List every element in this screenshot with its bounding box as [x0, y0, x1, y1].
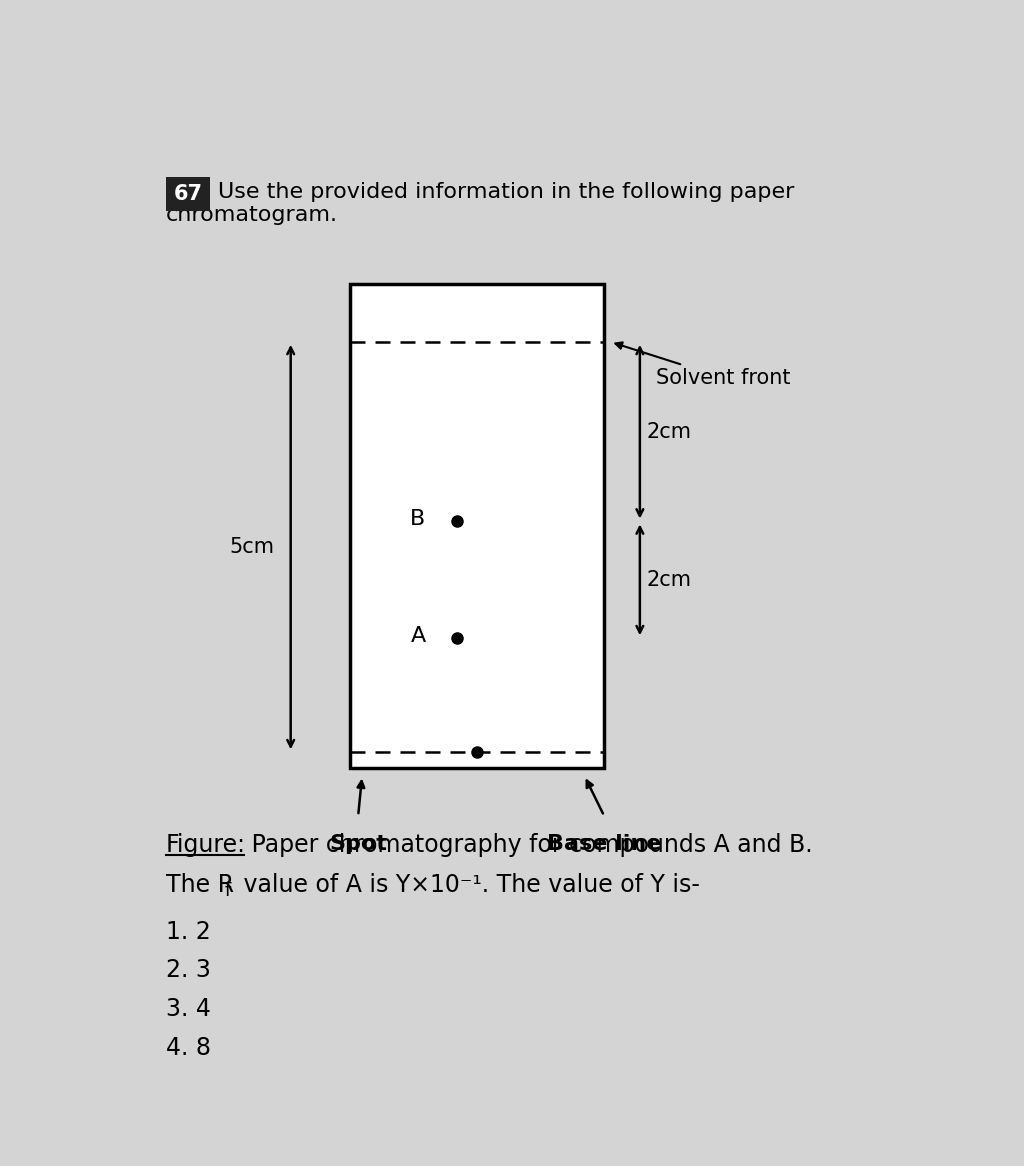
Text: Figure:: Figure: — [166, 833, 246, 857]
Text: f: f — [225, 883, 231, 900]
Text: Base line: Base line — [547, 834, 662, 854]
Text: 2. 3: 2. 3 — [166, 958, 211, 983]
Text: B: B — [411, 508, 426, 529]
Text: Solvent front: Solvent front — [615, 343, 791, 388]
Text: 3. 4: 3. 4 — [166, 997, 211, 1021]
Text: 4. 8: 4. 8 — [166, 1035, 211, 1060]
Text: 2cm: 2cm — [646, 570, 691, 590]
Text: chromatogram.: chromatogram. — [166, 205, 338, 225]
Text: 2cm: 2cm — [646, 422, 691, 442]
Text: Spot: Spot — [329, 834, 387, 854]
FancyBboxPatch shape — [166, 177, 210, 211]
Text: 67: 67 — [173, 184, 203, 204]
Bar — [350, 283, 604, 768]
Text: value of A is Y×10⁻¹. The value of Y is-: value of A is Y×10⁻¹. The value of Y is- — [236, 873, 699, 897]
Text: Use the provided information in the following paper: Use the provided information in the foll… — [218, 182, 794, 202]
Text: 5cm: 5cm — [229, 538, 274, 557]
Text: Paper chromatography for compounds A and B.: Paper chromatography for compounds A and… — [244, 833, 812, 857]
Text: 1. 2: 1. 2 — [166, 920, 211, 943]
Text: A: A — [411, 625, 426, 646]
Text: The R: The R — [166, 873, 234, 897]
